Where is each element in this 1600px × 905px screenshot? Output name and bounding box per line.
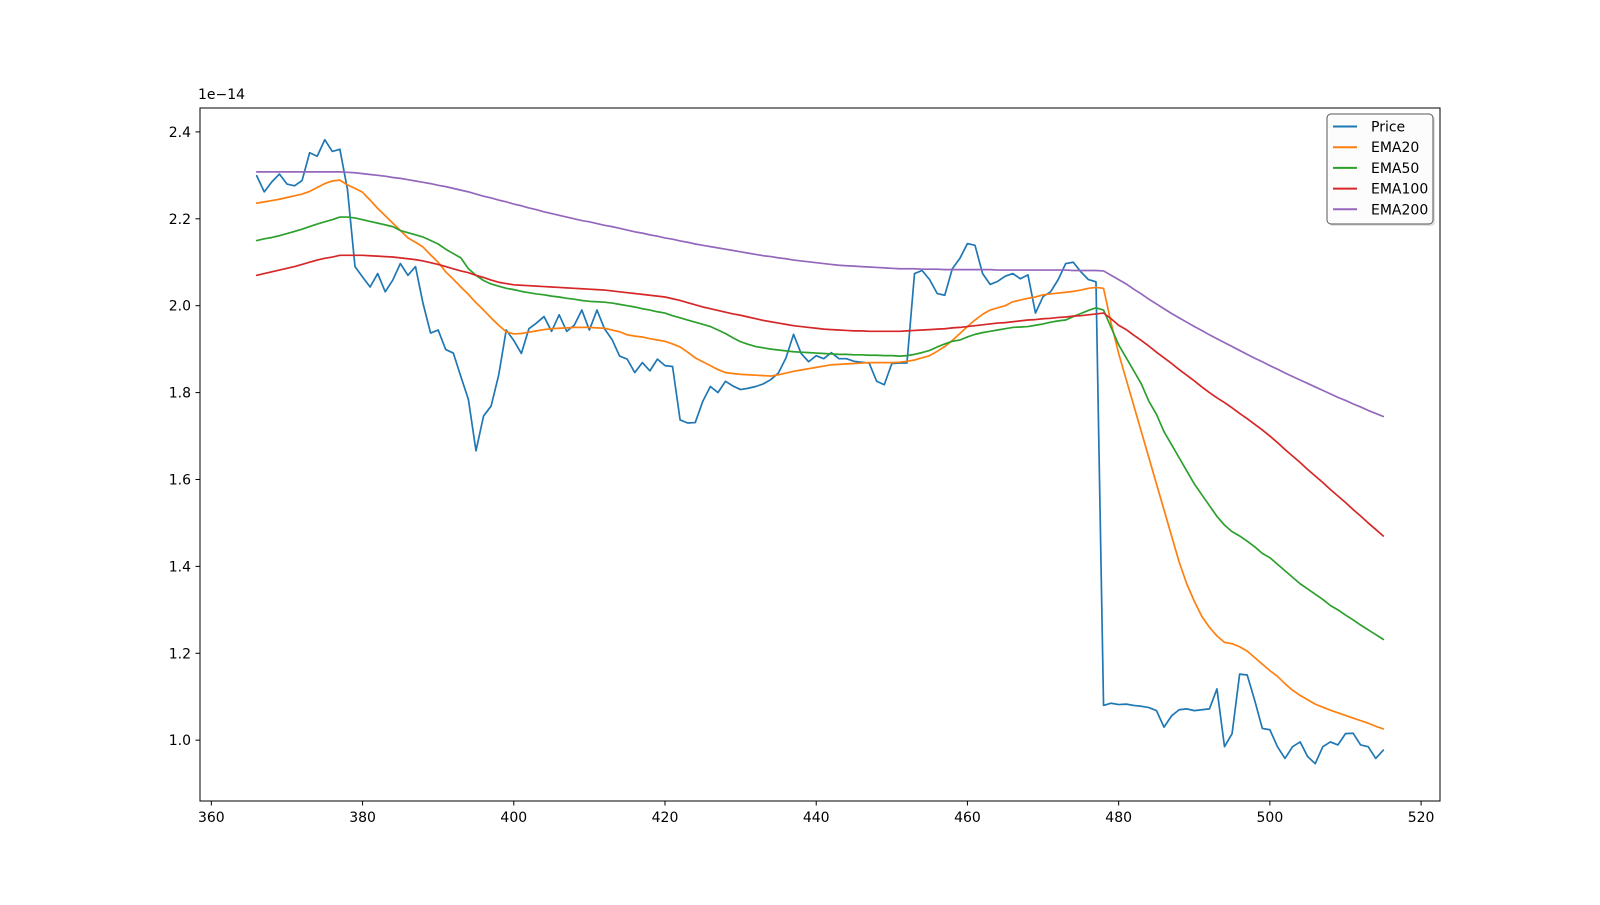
y-tick-label-1.2: 1.2 bbox=[169, 646, 191, 662]
series-line-EMA50 bbox=[255, 216, 1385, 641]
legend-label-EMA20: EMA20 bbox=[1371, 140, 1419, 156]
y-tick-label-2.4: 2.4 bbox=[169, 125, 191, 141]
x-tick-label-460: 460 bbox=[954, 810, 981, 826]
legend-frame bbox=[1326, 113, 1434, 225]
series-line-Price bbox=[255, 138, 1385, 765]
series-line-EMA20 bbox=[255, 179, 1385, 730]
legend-entry-EMA200: EMA200 bbox=[1333, 202, 1428, 218]
x-tick-label-360: 360 bbox=[198, 810, 225, 826]
legend: Price EMA20 EMA50 EMA100 EMA200 bbox=[1326, 113, 1435, 226]
legend-label-Price: Price bbox=[1371, 120, 1405, 136]
series-line-EMA100 bbox=[255, 254, 1385, 537]
x-tick-label-500: 500 bbox=[1257, 810, 1284, 826]
x-tick-label-520: 520 bbox=[1408, 810, 1435, 826]
legend-entry-EMA100: EMA100 bbox=[1333, 182, 1428, 198]
legend-label-EMA200: EMA200 bbox=[1371, 202, 1428, 218]
legend-entry-Price: Price bbox=[1333, 120, 1405, 136]
y-tick-label-1: 1.0 bbox=[169, 733, 191, 749]
x-tick-label-480: 480 bbox=[1105, 810, 1132, 826]
y-tick-label-1.6: 1.6 bbox=[169, 472, 191, 488]
x-tick-label-440: 440 bbox=[803, 810, 830, 826]
x-tick-label-380: 380 bbox=[349, 810, 376, 826]
y-axis-offset-label: 1e−14 bbox=[198, 87, 245, 103]
legend-entry-EMA20: EMA20 bbox=[1333, 140, 1419, 156]
series-line-EMA200 bbox=[255, 171, 1385, 418]
legend-label-EMA50: EMA50 bbox=[1371, 161, 1419, 177]
x-tick-label-420: 420 bbox=[652, 810, 679, 826]
x-tick-label-400: 400 bbox=[500, 810, 527, 826]
y-tick-label-1.8: 1.8 bbox=[169, 386, 191, 402]
y-tick-label-1.4: 1.4 bbox=[169, 559, 191, 575]
legend-entry-EMA50: EMA50 bbox=[1333, 161, 1419, 177]
y-tick-label-2.2: 2.2 bbox=[169, 212, 191, 228]
y-tick-label-2: 2.0 bbox=[169, 299, 191, 315]
axes-spines bbox=[199, 107, 1441, 802]
plot-area: 360 380 400 420 440 460 480 500 520 1.0 1.2 1.4 1.6 1… bbox=[169, 107, 1441, 826]
legend-label-EMA100: EMA100 bbox=[1371, 182, 1428, 198]
